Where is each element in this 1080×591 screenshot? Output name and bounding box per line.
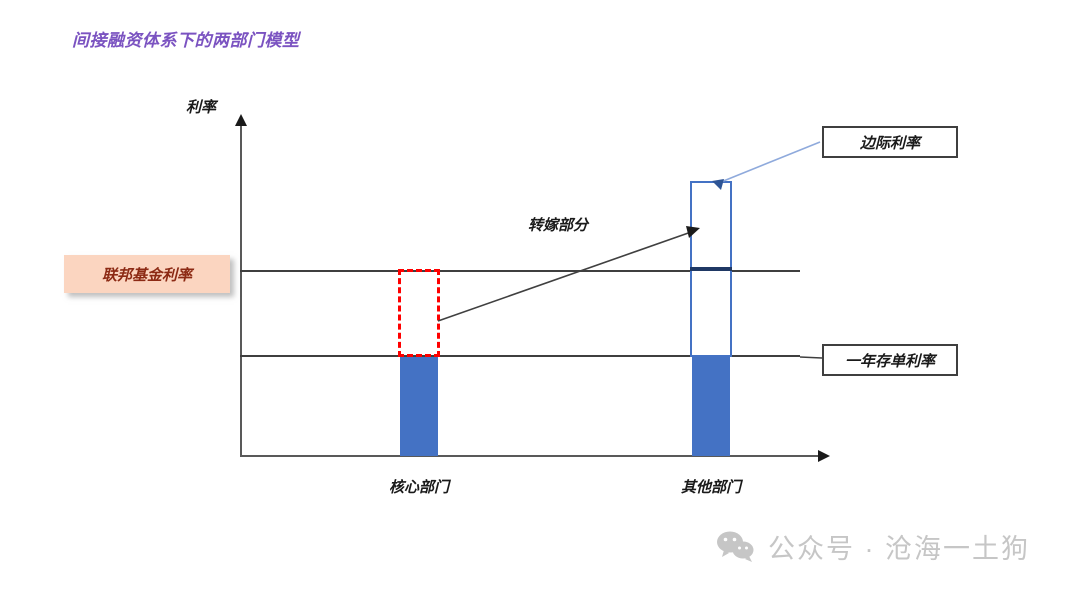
- watermark-text: 公众号 · 沧海一土狗: [768, 533, 1030, 564]
- y-axis-arrow-icon: [235, 114, 247, 126]
- annotation-pass-through: 转嫁部分: [528, 218, 589, 234]
- x-axis-category-core-sector: 核心部门: [388, 480, 449, 496]
- callout-fed-funds-rate-label: 联邦基金利率: [101, 267, 192, 284]
- marginal-rate-leader-line: [715, 141, 821, 185]
- reference-line-fed-funds-rate: [240, 270, 800, 272]
- marginal-rate-arrow-head-icon: [712, 179, 724, 190]
- pass-through-arrow-line: [437, 230, 695, 322]
- x-axis-line: [240, 455, 822, 457]
- callout-one-year-cd-rate[interactable]: 一年存单利率: [822, 344, 958, 376]
- watermark: 公众号 · 沧海一土狗: [716, 524, 1030, 568]
- y-axis-line: [240, 124, 242, 457]
- reference-line-one-year-cd-rate: [240, 355, 800, 357]
- callout-marginal-rate[interactable]: 边际利率: [822, 126, 958, 158]
- page-title: 间接融资体系下的两部门模型: [72, 31, 300, 50]
- x-axis-arrow-icon: [818, 450, 830, 462]
- y-axis-label: 利率: [186, 100, 217, 116]
- bar-other-sector-ffr-marker: [690, 267, 732, 271]
- bar-other-sector-filled: [692, 357, 730, 456]
- cd-rate-leader-line: [799, 356, 823, 359]
- callout-one-year-cd-rate-label: 一年存单利率: [844, 353, 935, 370]
- pass-through-arrow-head-icon: [686, 226, 700, 238]
- wechat-icon: [717, 531, 754, 562]
- bar-core-sector-dashed-highlight: [398, 269, 440, 357]
- callout-fed-funds-rate[interactable]: 联邦基金利率: [64, 255, 230, 293]
- bar-core-sector-filled: [400, 357, 438, 456]
- x-axis-category-other-sector: 其他部门: [680, 480, 741, 496]
- callout-marginal-rate-label: 边际利率: [859, 135, 920, 152]
